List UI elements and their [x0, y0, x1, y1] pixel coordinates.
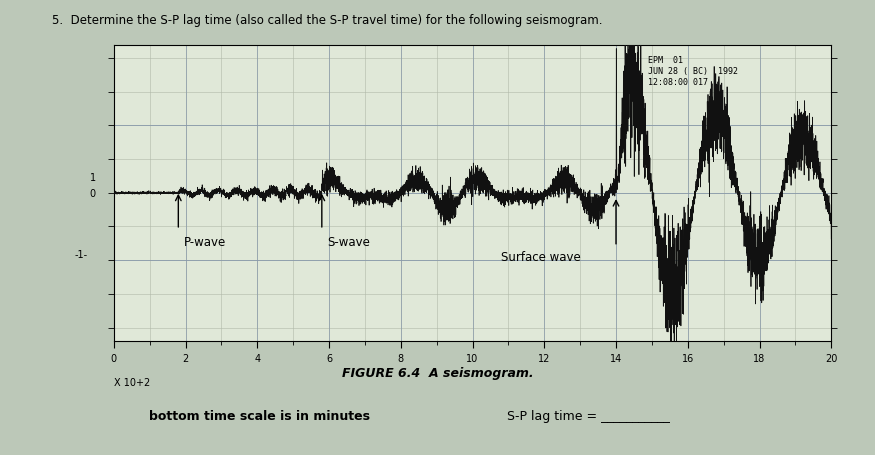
Text: 0: 0	[90, 188, 96, 198]
Text: 5.  Determine the S-P lag time (also called the S-P travel time) for the followi: 5. Determine the S-P lag time (also call…	[52, 14, 603, 27]
Text: EPM  01
JUN 28 ( BC)  1992
12:08:00 017: EPM 01 JUN 28 ( BC) 1992 12:08:00 017	[648, 56, 738, 87]
Text: S-P lag time = ___________: S-P lag time = ___________	[507, 410, 670, 423]
Text: bottom time scale is in minutes: bottom time scale is in minutes	[149, 410, 370, 423]
Text: FIGURE 6.4  A seismogram.: FIGURE 6.4 A seismogram.	[341, 366, 534, 379]
Text: S-wave: S-wave	[327, 235, 370, 248]
Text: P-wave: P-wave	[184, 235, 226, 248]
Text: 1: 1	[90, 173, 96, 183]
Text: -1-: -1-	[74, 250, 88, 260]
Text: Surface wave: Surface wave	[501, 251, 581, 263]
Text: X 10+2: X 10+2	[114, 377, 150, 387]
